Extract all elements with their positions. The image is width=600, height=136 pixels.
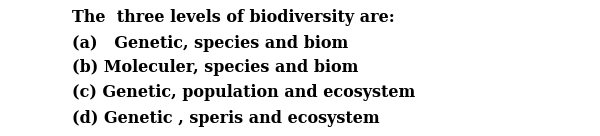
Text: (a)   Genetic, species and biom: (a) Genetic, species and biom: [72, 35, 348, 52]
Text: The  three levels of biodiversity are:: The three levels of biodiversity are:: [72, 9, 395, 26]
Text: (d) Genetic , speris and ecosystem: (d) Genetic , speris and ecosystem: [72, 110, 380, 127]
Text: (c) Genetic, population and ecosystem: (c) Genetic, population and ecosystem: [72, 84, 415, 101]
Text: (b) Moleculer, species and biom: (b) Moleculer, species and biom: [72, 60, 358, 76]
